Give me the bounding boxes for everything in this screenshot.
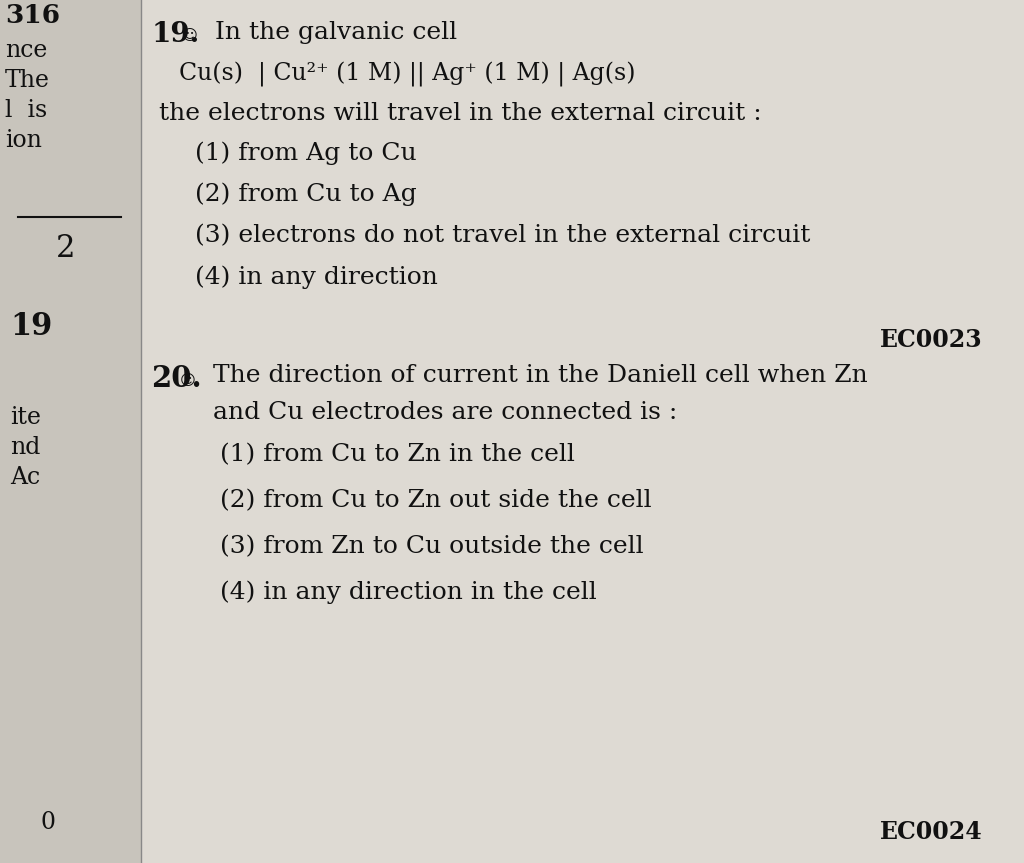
Text: nce: nce	[5, 39, 47, 62]
Text: (1) from Cu to Zn in the cell: (1) from Cu to Zn in the cell	[220, 444, 575, 467]
Text: EC0023: EC0023	[881, 328, 983, 352]
Text: In the galvanic cell: In the galvanic cell	[215, 21, 457, 44]
Text: (4) in any direction in the cell: (4) in any direction in the cell	[220, 581, 597, 604]
Text: 19.: 19.	[152, 21, 200, 47]
Bar	[141, 0, 1024, 863]
Text: 20.: 20.	[152, 364, 202, 394]
Text: (3) electrons do not travel in the external circuit: (3) electrons do not travel in the exter…	[195, 224, 810, 248]
Text: 19: 19	[10, 311, 52, 342]
Bar	[0, 0, 141, 863]
Text: ☺: ☺	[181, 28, 198, 42]
Text: (3) from Zn to Cu outside the cell: (3) from Zn to Cu outside the cell	[220, 535, 644, 558]
Text: the electrons will travel in the external circuit :: the electrons will travel in the externa…	[159, 102, 762, 125]
Text: The direction of current in the Daniell cell when Zn: The direction of current in the Daniell …	[213, 364, 867, 387]
Text: The: The	[5, 69, 50, 92]
Text: nd: nd	[10, 436, 41, 459]
Text: (1) from Ag to Cu: (1) from Ag to Cu	[195, 142, 416, 165]
Text: ☺: ☺	[179, 373, 196, 387]
Text: Ac: Ac	[10, 466, 40, 489]
Text: EC0024: EC0024	[881, 820, 983, 844]
Text: (4) in any direction: (4) in any direction	[195, 266, 437, 289]
Text: Cu(s)  | Cu²⁺ (1 M) || Ag⁺ (1 M) | Ag(s): Cu(s) | Cu²⁺ (1 M) || Ag⁺ (1 M) | Ag(s)	[179, 62, 636, 87]
Text: (2) from Cu to Zn out side the cell: (2) from Cu to Zn out side the cell	[220, 489, 652, 513]
Text: 0: 0	[41, 811, 56, 835]
Text: and Cu electrodes are connected is :: and Cu electrodes are connected is :	[213, 401, 677, 425]
Text: 316: 316	[5, 3, 60, 28]
Text: l  is: l is	[5, 99, 47, 123]
Text: ion: ion	[5, 129, 42, 153]
Text: ite: ite	[10, 406, 41, 429]
Text: (2) from Cu to Ag: (2) from Cu to Ag	[195, 183, 417, 206]
Text: 2: 2	[56, 233, 76, 264]
